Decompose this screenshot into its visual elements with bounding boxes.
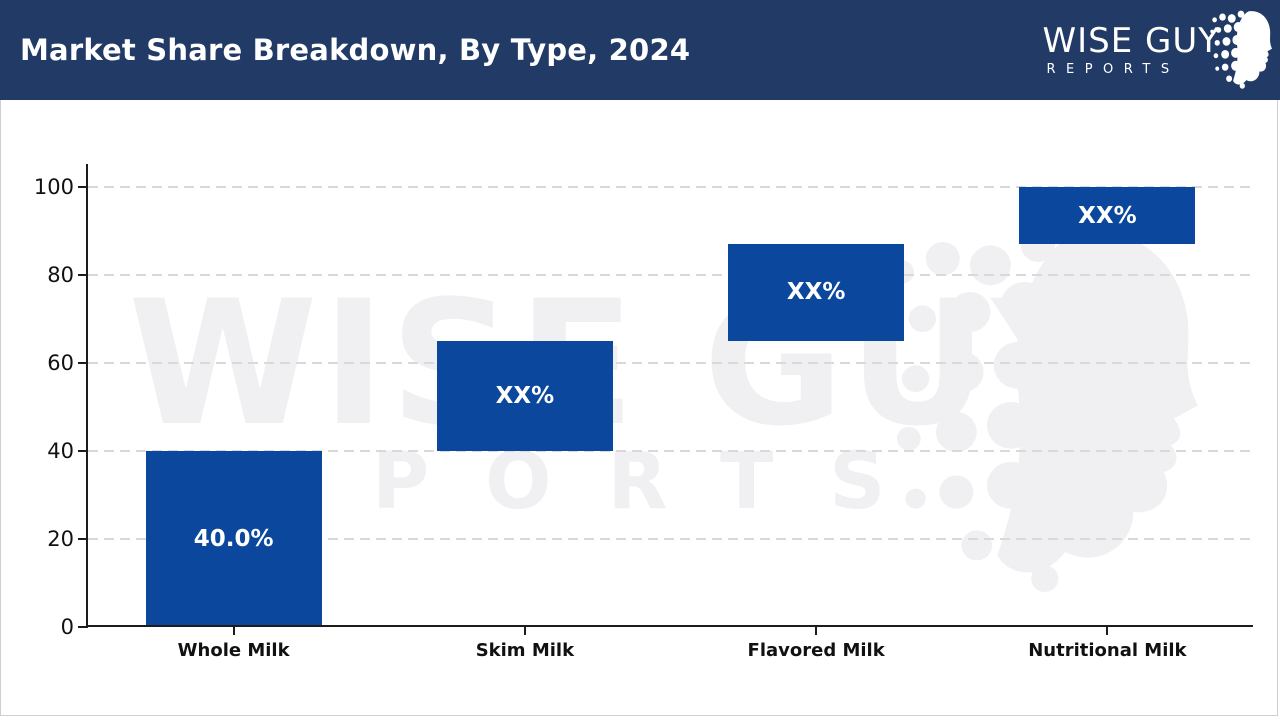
bar: XX% xyxy=(728,244,905,341)
logo-face-icon xyxy=(1210,10,1273,89)
logo-tagline: REPORTS xyxy=(1046,62,1180,77)
x-axis-label: Whole Milk xyxy=(177,640,290,661)
x-axis-label: Flavored Milk xyxy=(747,640,885,661)
grid-line xyxy=(88,449,1253,452)
x-axis-label: Nutritional Milk xyxy=(1028,640,1187,661)
bar-value-label: XX% xyxy=(786,279,846,306)
grid-line xyxy=(88,537,1253,540)
bar-value-label: XX% xyxy=(495,382,555,409)
x-tick-mark xyxy=(232,627,235,635)
bar: XX% xyxy=(1019,186,1196,245)
y-tick-label: 20 xyxy=(47,526,74,551)
x-tick-mark xyxy=(815,627,818,635)
y-tick-label: 0 xyxy=(60,614,74,639)
y-axis-spine xyxy=(86,164,88,628)
x-axis-spine xyxy=(86,625,1253,627)
watermark-face-icon xyxy=(879,228,1198,592)
grid-line xyxy=(88,361,1253,364)
grid-line xyxy=(88,273,1253,276)
bar: XX% xyxy=(436,340,613,451)
y-tick-mark xyxy=(78,273,86,276)
y-tick-label: 60 xyxy=(47,350,74,375)
y-tick-label: 100 xyxy=(33,174,74,199)
bar: 40.0% xyxy=(145,450,322,627)
logo-text: WISE GUY REPORTS xyxy=(1042,23,1220,77)
grid-line xyxy=(88,185,1253,188)
y-tick-mark xyxy=(78,449,86,452)
wiseguy-logo: WISE GUY REPORTS xyxy=(1042,6,1274,94)
figure-border xyxy=(0,100,1278,716)
y-tick-label: 40 xyxy=(47,438,74,463)
y-tick-mark xyxy=(78,625,86,628)
bar-value-label: XX% xyxy=(1078,202,1137,229)
logo-wordmark: WISE GUY xyxy=(1042,21,1220,61)
bar-value-label: 40.0% xyxy=(193,525,274,552)
x-tick-mark xyxy=(523,627,526,635)
chart-title: Market Share Breakdown, By Type, 2024 xyxy=(20,33,691,67)
y-tick-label: 80 xyxy=(47,262,74,287)
watermark-tagline: PORTS xyxy=(372,437,942,527)
y-tick-mark xyxy=(78,185,86,188)
header-bar: Market Share Breakdown, By Type, 2024 WI… xyxy=(0,0,1280,100)
x-axis-label: Skim Milk xyxy=(475,640,575,661)
y-tick-mark xyxy=(78,537,86,540)
x-tick-mark xyxy=(1106,627,1109,635)
y-tick-mark xyxy=(78,361,86,364)
